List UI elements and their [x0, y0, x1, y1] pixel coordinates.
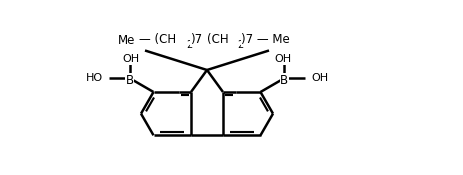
Text: )7: )7: [190, 33, 202, 47]
Text: )7 — Me: )7 — Me: [241, 33, 290, 47]
Text: OH: OH: [311, 73, 328, 83]
Text: B: B: [125, 74, 134, 87]
Text: OH: OH: [122, 54, 139, 64]
Text: B: B: [280, 74, 288, 87]
Text: (CH: (CH: [207, 33, 229, 47]
Text: OH: OH: [275, 54, 292, 64]
Text: — (CH: — (CH: [139, 33, 176, 47]
Text: Me: Me: [118, 33, 135, 47]
Text: HO: HO: [86, 73, 103, 83]
Text: 2: 2: [237, 40, 243, 50]
Text: 2: 2: [186, 40, 192, 50]
